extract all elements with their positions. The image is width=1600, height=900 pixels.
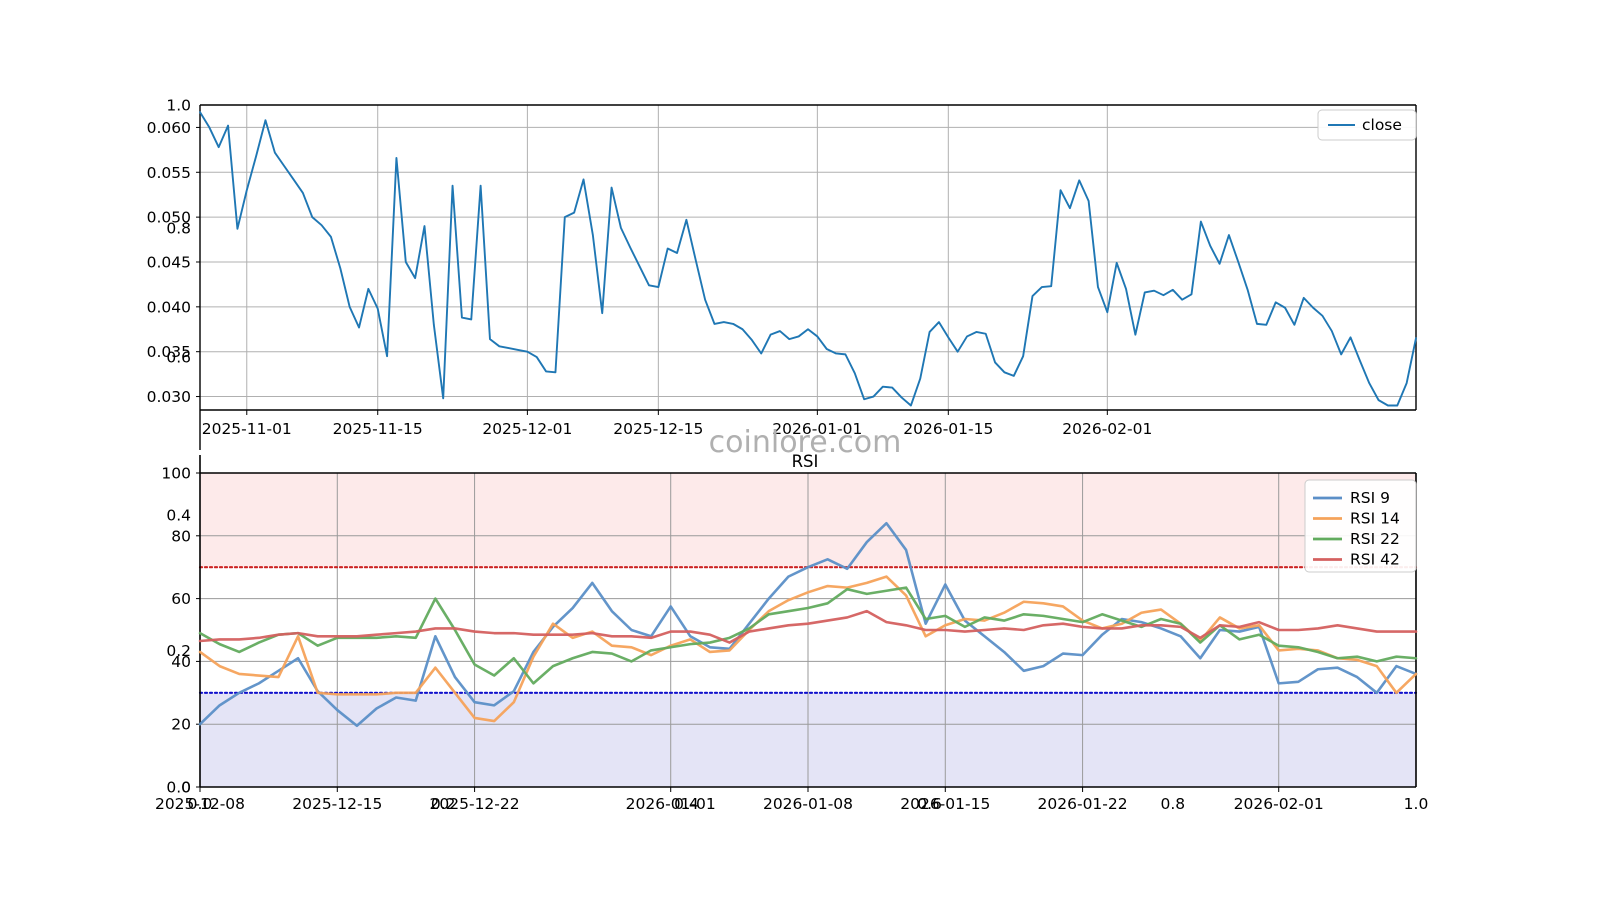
price-panel: 0.060 0.055 0.050 0.045 0.040 0.035 0.030 1.0 0.… (147, 97, 1417, 450)
rsi-ytick-label: 0 (181, 779, 191, 797)
price-legend[interactable]: close (1317, 109, 1417, 141)
rsi-xtick-label: 2025-12-15 (292, 795, 382, 813)
rsi-legend-label-rsi-14: RSI 14 (1350, 510, 1400, 528)
rsi-legend-label-rsi-22: RSI 22 (1350, 530, 1400, 548)
price-ytick-label: 0.060 (147, 119, 191, 137)
rsi-xtick-label-secondary: 0.4 (674, 795, 699, 813)
price-xtick-label: 2025-12-15 (613, 420, 703, 438)
rsi-xtick-label: 2026-01-01 (626, 795, 716, 813)
rsi-ytick-label: 60 (171, 590, 191, 608)
price-xtick-label: 2026-01-15 (903, 420, 993, 438)
rsi-line-rsi-22 (198, 586, 1418, 685)
price-xtick-label: 2025-11-01 (202, 420, 292, 438)
rsi-ytick-label-secondary: 0.2 (166, 642, 191, 660)
rsi-ytick-label-secondary: 0.0 (166, 779, 191, 797)
price-ytick-label: 0.055 (147, 164, 191, 182)
rsi-ytick-label: 80 (171, 527, 191, 545)
rsi-title: RSI (792, 452, 819, 471)
rsi-xtick-label: 2025-12-08 (155, 795, 245, 813)
price-ytick-label-secondary: 0.6 (166, 349, 191, 367)
rsi-ytick-label: 40 (171, 653, 191, 671)
rsi-xtick-label: 2026-01-08 (763, 795, 853, 813)
price-ytick-label: 0.045 (147, 253, 191, 271)
price-xtick-label: 2026-02-01 (1062, 420, 1152, 438)
rsi-xtick-label: 2025-12-22 (430, 795, 520, 813)
rsi-ytick-label: 100 (161, 465, 191, 483)
rsi-xtick-label: 2026-02-01 (1234, 795, 1324, 813)
price-xtick-label: 2025-11-15 (333, 420, 423, 438)
price-ytick-label: 0.035 (147, 343, 191, 361)
rsi-xtick-label-secondary: 0.8 (1160, 795, 1185, 813)
rsi-ytick-label: 20 (171, 716, 191, 734)
rsi-xtick-label-secondary: 0.0 (188, 795, 213, 813)
rsi-legend-label-rsi-42: RSI 42 (1350, 551, 1400, 569)
price-xtick-label: 2025-12-01 (482, 420, 572, 438)
rsi-xtick-label-secondary: 0.6 (917, 795, 942, 813)
rsi-xtick-label-secondary: 1.0 (1404, 795, 1429, 813)
price-ytick-label-secondary: 0.8 (166, 220, 191, 238)
price-line-close (199, 111, 1417, 407)
rsi-line-rsi-14 (198, 575, 1418, 723)
rsi-xtick-label: 2026-01-15 (900, 795, 990, 813)
rsi-ytick-label-secondary: 0.4 (166, 506, 191, 524)
price-xtick-label: 2026-01-01 (772, 420, 862, 438)
price-legend-label-close: close (1362, 116, 1402, 134)
rsi-legend[interactable]: RSI 9 RSI 14 RSI 22 RSI 42 (1304, 479, 1417, 573)
rsi-line-rsi-9 (198, 521, 1418, 728)
price-legend-box (1317, 109, 1417, 141)
rsi-legend-label-rsi-9: RSI 9 (1350, 489, 1390, 507)
price-ytick-label: 0.030 (147, 388, 191, 406)
rsi-legend-box (1304, 479, 1417, 573)
price-ytick-label: 0.040 (147, 298, 191, 316)
price-ytick-label-secondary: 1.0 (166, 97, 191, 115)
rsi-xtick-label: 2026-01-22 (1038, 795, 1128, 813)
price-ytick-label: 0.050 (147, 209, 191, 227)
watermark: coinlore.com (709, 425, 902, 460)
rsi-line-rsi-42 (198, 609, 1418, 644)
rsi-xtick-label-secondary: 0.2 (431, 795, 456, 813)
